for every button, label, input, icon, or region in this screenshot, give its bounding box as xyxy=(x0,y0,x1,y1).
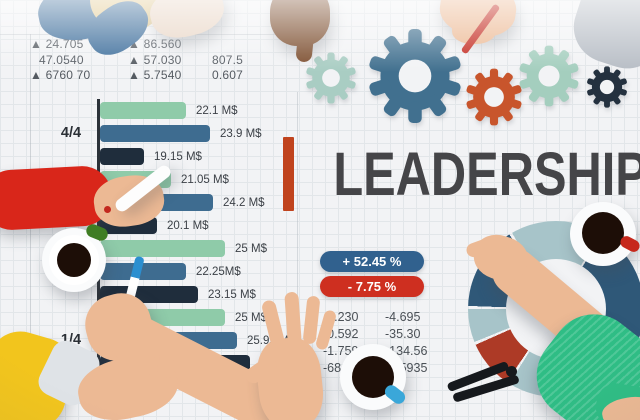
gear-teal-icon xyxy=(305,52,357,104)
stat-value: 0.607 xyxy=(212,68,244,82)
paper-crease-horizontal-top xyxy=(0,34,300,35)
stat-value: ▲ 57.030 xyxy=(128,52,182,67)
stat-value: 807.5 xyxy=(212,52,244,67)
bar-value-label: 25 M$ xyxy=(235,242,267,255)
bar xyxy=(100,125,210,142)
gear-navy-icon xyxy=(586,66,628,108)
stat-value: -4.695 xyxy=(385,310,421,324)
bar-row: 22.1 M$ xyxy=(100,102,640,119)
stat-value: ▲ 86.560 xyxy=(128,37,182,51)
bar-value-label: 22.25M$ xyxy=(196,265,241,278)
bar-value-label: 23.9 M$ xyxy=(220,127,262,140)
title-accent-bar-left xyxy=(283,137,294,211)
bar-value-label: 20.1 M$ xyxy=(167,219,209,232)
bar xyxy=(100,102,186,119)
bar xyxy=(100,240,225,257)
coffee-right xyxy=(582,212,624,254)
marker-tip xyxy=(104,206,111,213)
bar-value-label: 24.2 M$ xyxy=(223,196,265,209)
glasses-hinge xyxy=(506,366,517,377)
leadership-title-block: LEADERSHIP xyxy=(283,133,640,215)
stat-value xyxy=(212,37,272,53)
top-stats-table: ▲ 24.705 ▲ 86.560 47.0540 ▲ 57.030 807.5… xyxy=(30,37,272,84)
negative-percent-badge: - 7.75 % xyxy=(320,276,424,297)
stat-value: ▲ 24.705 xyxy=(30,37,84,51)
bar-row: 19.15 M$ xyxy=(100,148,640,165)
stat-value: 47.0540 xyxy=(39,52,84,67)
page-title: LEADERSHIP xyxy=(333,140,640,208)
gear-green-icon xyxy=(518,45,580,107)
gear-orange-icon xyxy=(465,68,523,126)
gear-blue-icon xyxy=(367,28,463,124)
bar-value-label: 21.05 M$ xyxy=(181,173,229,186)
positive-percent-badge: + 52.45 % xyxy=(320,251,424,272)
bar-row: 25 M$ xyxy=(100,240,640,257)
bar-value-label: 23.15 M$ xyxy=(208,288,256,301)
bar xyxy=(100,148,144,165)
bar-value-label: 25 M$ xyxy=(235,311,267,324)
stat-value: -35.30 xyxy=(385,327,421,341)
bar xyxy=(100,263,186,280)
stat-value: ▲ 5.7540 xyxy=(128,68,182,82)
bar-value-label: 19.15 M$ xyxy=(154,150,202,163)
paper-crease-vertical-mid xyxy=(297,92,298,420)
bar-value-label: 22.1 M$ xyxy=(196,104,238,117)
coffee-left xyxy=(57,243,91,277)
stat-value: ▲ 6760 70 xyxy=(30,68,91,82)
quarter-label: 4/4 xyxy=(60,125,82,141)
bar-row: 4/4 23.9 M$ xyxy=(61,125,640,142)
